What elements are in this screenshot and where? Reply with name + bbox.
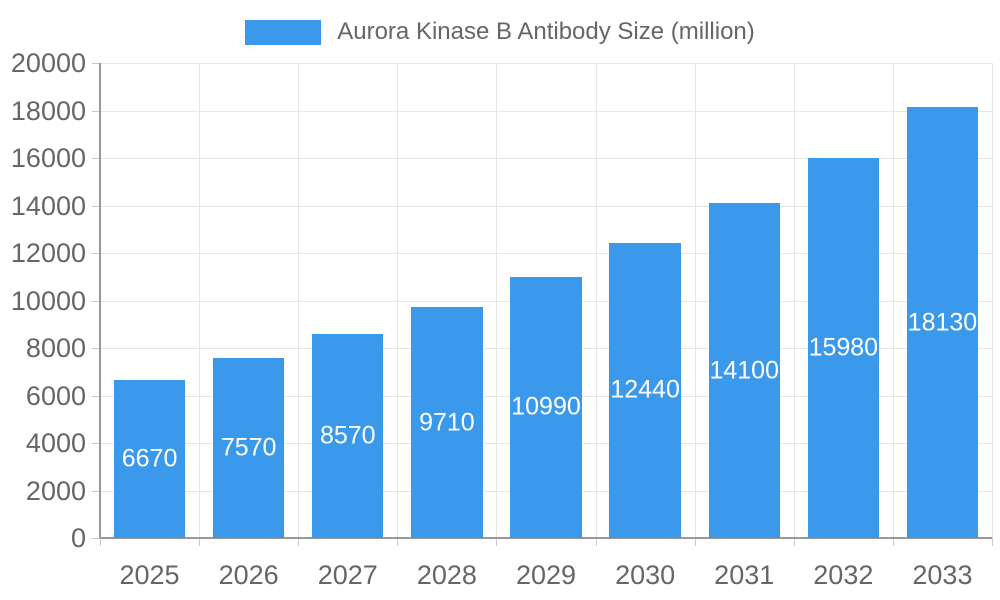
- x-gridline: [199, 63, 201, 538]
- y-axis-label: 6000: [25, 380, 86, 411]
- y-gridline: [100, 63, 992, 64]
- y-axis-label: 0: [70, 523, 86, 553]
- x-gridline: [694, 63, 696, 538]
- y-gridline: [100, 158, 992, 159]
- y-gridline: [100, 253, 992, 254]
- x-axis-tick: [992, 538, 993, 546]
- bar-2031[interactable]: [708, 203, 780, 538]
- y-gridline: [100, 110, 992, 112]
- x-axis-label: 2025: [119, 560, 180, 590]
- y-gridline: [100, 205, 992, 207]
- x-axis-tick: [892, 538, 894, 546]
- bar-value-label: 6670: [121, 444, 178, 473]
- y-axis-tick: [92, 110, 100, 112]
- x-axis-tick: [397, 538, 399, 546]
- y-axis-tick: [92, 253, 100, 254]
- bar-2030[interactable]: [609, 242, 681, 538]
- bar-2033[interactable]: [906, 107, 979, 538]
- bar-2027[interactable]: [312, 334, 384, 538]
- y-axis-label: 12000: [10, 238, 86, 268]
- y-axis-tick: [92, 538, 100, 539]
- y-axis-label: 4000: [25, 428, 86, 458]
- bar-value-label: 10990: [511, 392, 581, 421]
- bar-2026[interactable]: [212, 358, 285, 538]
- bar-value-label: 7570: [220, 433, 277, 462]
- x-axis-label: 2029: [515, 560, 577, 590]
- y-axis-label: 10000: [10, 285, 86, 316]
- x-gridline: [992, 63, 993, 538]
- legend[interactable]: Aurora Kinase B Antibody Size (million): [0, 18, 1000, 45]
- y-axis-tick: [92, 300, 100, 302]
- bar-value-label: 12440: [610, 375, 680, 404]
- y-axis-label: 18000: [10, 95, 86, 126]
- bar-value-label: 18130: [907, 308, 978, 337]
- x-axis-tick: [199, 538, 201, 546]
- y-axis-tick: [92, 348, 100, 349]
- y-axis-label: 2000: [25, 475, 86, 506]
- legend-swatch-icon: [245, 19, 322, 45]
- x-axis-tick: [100, 538, 101, 546]
- y-axis-label: 8000: [25, 333, 86, 363]
- y-axis-label: 14000: [10, 190, 86, 221]
- x-gridline: [397, 63, 399, 538]
- x-axis-label: 2027: [317, 560, 378, 590]
- y-axis-label: 16000: [10, 143, 86, 173]
- x-axis-label: 2030: [615, 560, 676, 590]
- x-axis-label: 2031: [714, 560, 775, 590]
- plot-area: 0 2000 4000 6000 8000 10000 12000 14000 16000 180…: [11, 49, 993, 590]
- legend-label: Aurora Kinase B Antibody Size (million): [337, 18, 755, 45]
- x-axis-tick: [694, 538, 696, 546]
- y-axis-line: [99, 63, 101, 538]
- y-axis-tick: [92, 205, 100, 207]
- y-axis-tick: [92, 395, 100, 397]
- x-gridline: [892, 63, 894, 538]
- x-gridline: [298, 63, 300, 538]
- x-axis-tick: [793, 538, 795, 546]
- x-axis-tick: [298, 538, 300, 546]
- bar-2029[interactable]: [510, 276, 582, 538]
- x-axis-label: 2026: [218, 560, 279, 590]
- x-axis-line: [100, 537, 992, 539]
- x-gridline: [793, 63, 795, 538]
- bar-2028[interactable]: [411, 307, 483, 538]
- bar-value-label: 9710: [419, 408, 475, 437]
- x-axis-label: 2028: [416, 560, 477, 590]
- y-axis-tick: [92, 158, 100, 159]
- x-gridline: [595, 63, 597, 538]
- x-gridline: [496, 63, 498, 538]
- bar-2025[interactable]: [113, 379, 186, 538]
- x-axis-tick: [496, 538, 498, 546]
- x-axis-label: 2033: [912, 560, 973, 590]
- x-axis-tick: [595, 538, 597, 546]
- y-axis-tick: [92, 63, 100, 64]
- y-axis-tick: [92, 490, 100, 492]
- bar-value-label: 14100: [709, 356, 779, 385]
- bar-value-label: 8570: [319, 421, 376, 450]
- y-axis-tick: [92, 443, 100, 444]
- bar-value-label: 15980: [808, 333, 879, 362]
- bar-2032[interactable]: [807, 158, 879, 538]
- x-axis-label: 2032: [813, 560, 874, 590]
- y-axis-label: 20000: [10, 48, 86, 78]
